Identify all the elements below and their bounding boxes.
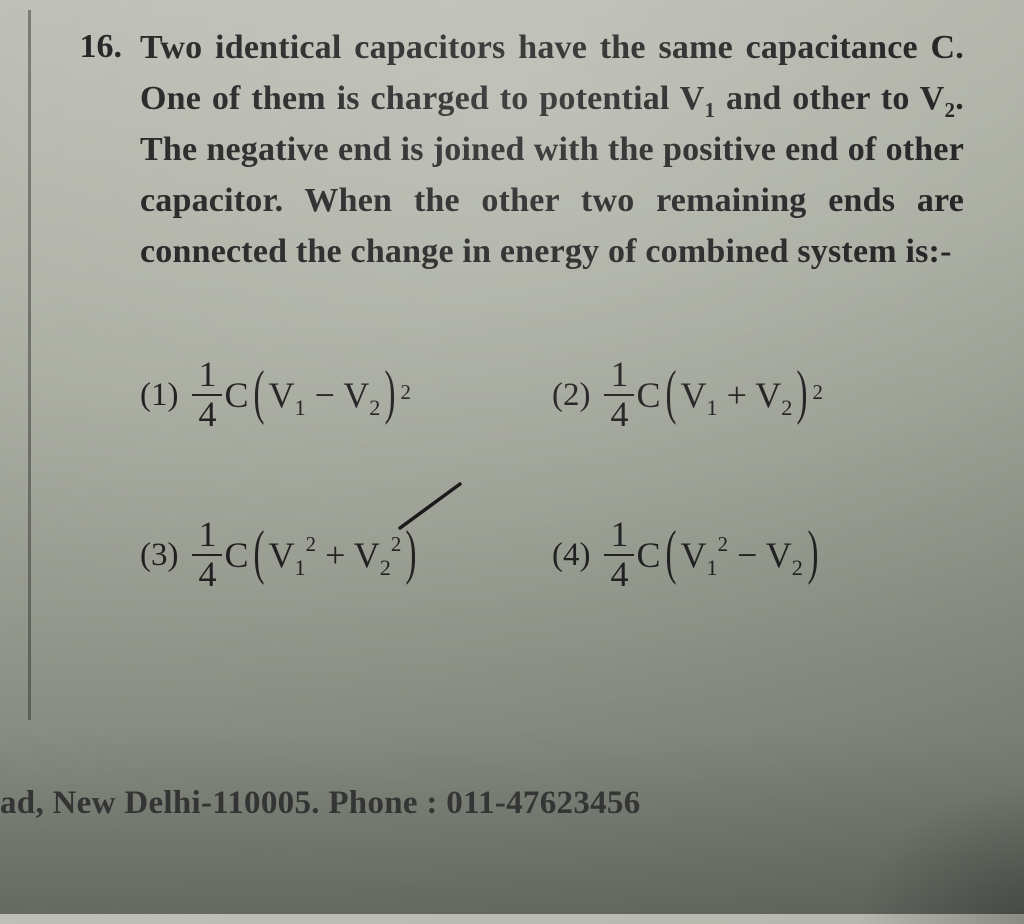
option-3: (3) 1 4 C ( V12 + V22 ) (140, 495, 552, 615)
option-2-coeff: C (636, 374, 660, 416)
option-2: (2) 1 4 C ( V1 + V2 ) 2 (552, 335, 964, 455)
question-text: Two identical capacitors have the same c… (140, 22, 964, 277)
option-1-label: (1) (140, 377, 178, 414)
page-content: 16. Two identical capacitors have the sa… (0, 0, 1024, 914)
option-1-coeff: C (224, 374, 248, 416)
option-2-fraction: 1 4 (604, 356, 634, 434)
option-2-inside: V1 + V2 (680, 374, 792, 416)
option-3-coeff: C (224, 534, 248, 576)
option-4: (4) 1 4 C ( V12 − V2 ) (552, 495, 964, 615)
options-grid: (1) 1 4 C ( V1 − V2 ) 2 (2) 1 4 C (140, 335, 964, 615)
option-3-fraction: 1 4 (192, 516, 222, 594)
option-4-coeff: C (636, 534, 660, 576)
question-number: 16. (70, 22, 122, 71)
page-footer: ad, New Delhi-110005. Phone : 011-476234… (0, 785, 641, 822)
option-3-inside: V12 + V22 (268, 534, 401, 576)
option-3-label: (3) (140, 537, 178, 574)
option-1: (1) 1 4 C ( V1 − V2 ) 2 (140, 335, 552, 455)
option-1-fraction: 1 4 (192, 356, 222, 434)
option-4-inside: V12 − V2 (680, 534, 802, 576)
option-2-label: (2) (552, 377, 590, 414)
option-4-label: (4) (552, 537, 590, 574)
question-row: 16. Two identical capacitors have the sa… (70, 22, 964, 277)
option-4-fraction: 1 4 (604, 516, 634, 594)
option-1-inside: V1 − V2 (268, 374, 380, 416)
